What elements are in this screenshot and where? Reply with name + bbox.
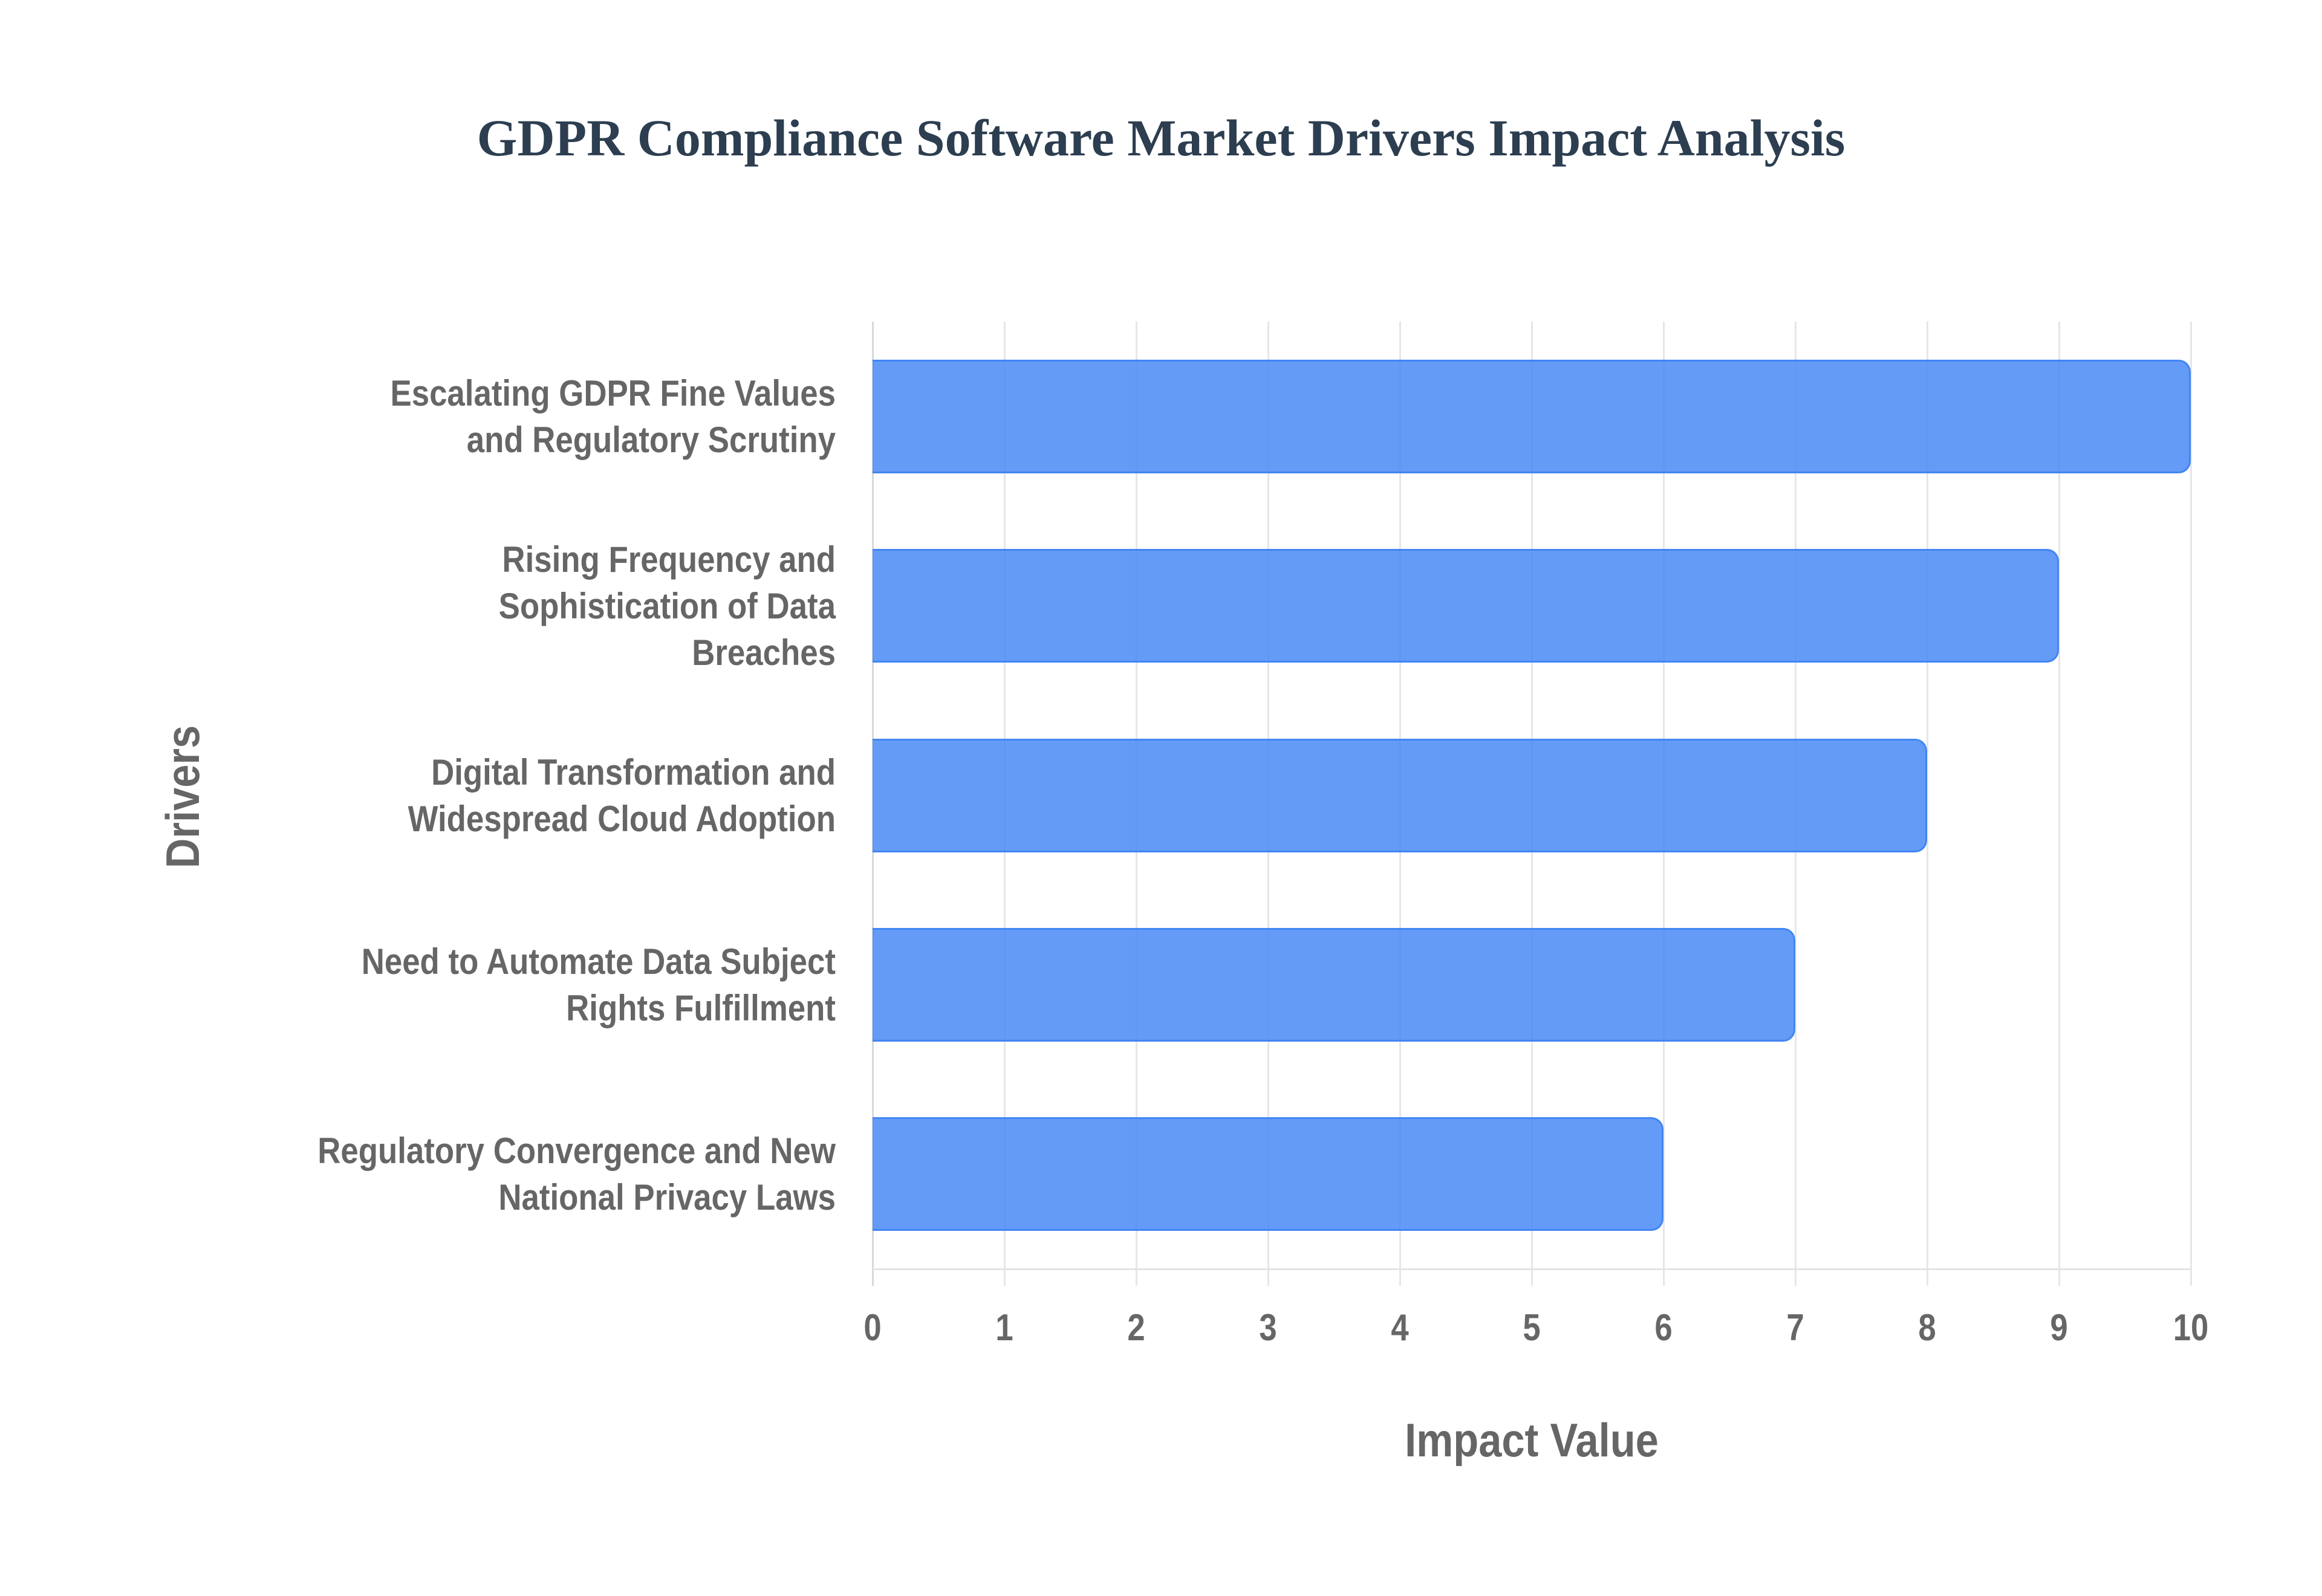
x-tick-label: 9 (2050, 1307, 2068, 1349)
x-tick-label: 3 (1259, 1307, 1277, 1349)
y-axis-label: Escalating GDPR Fine Values and Regulator… (390, 372, 836, 460)
chart-title: GDPR Compliance Software Market Drivers … (476, 109, 1846, 167)
x-tick-label: 4 (1391, 1307, 1409, 1349)
bar[interactable] (873, 549, 2059, 663)
x-tick-label: 6 (1654, 1307, 1673, 1349)
x-tick-label: 5 (1523, 1307, 1541, 1349)
y-axis-label: Regulatory Convergence and New National P… (317, 1130, 836, 1218)
bar[interactable] (873, 359, 2191, 473)
y-axis-title: Drivers (156, 725, 209, 869)
x-tick-label: 2 (1127, 1307, 1145, 1349)
y-axis-label: Rising Frequency and Sophistication of Da… (498, 539, 836, 673)
bar[interactable] (873, 738, 1927, 852)
x-tick-label: 0 (863, 1307, 882, 1349)
x-tick-label: 10 (2173, 1307, 2209, 1349)
gridline (2190, 322, 2192, 1286)
gridline (2058, 322, 2060, 1286)
bar[interactable] (873, 1117, 1663, 1231)
y-axis-label: Digital Transformation and Widespread Clo… (408, 751, 836, 839)
plot-area (872, 322, 2192, 1286)
x-tick-label: 1 (995, 1307, 1013, 1349)
x-axis-title: Impact Value (1405, 1413, 1659, 1467)
bar[interactable] (873, 927, 1795, 1042)
x-axis-line (873, 1268, 2191, 1270)
x-tick-label: 7 (1786, 1307, 1804, 1349)
gridline (1927, 322, 1928, 1286)
y-axis-label: Need to Automate Data Subject Rights Fulf… (361, 941, 836, 1028)
x-tick-label: 8 (1918, 1307, 1936, 1349)
